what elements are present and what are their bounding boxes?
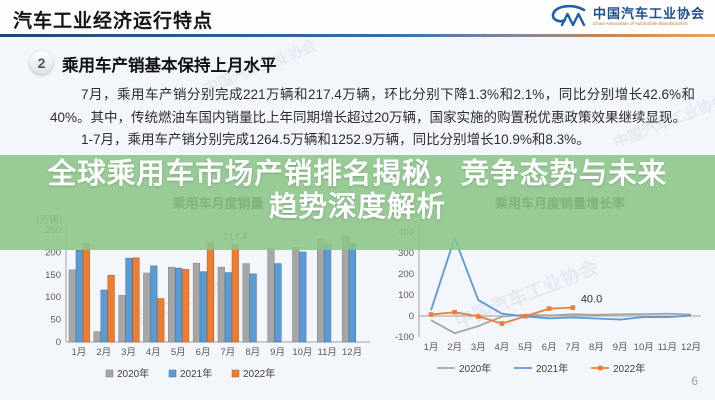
- header-bar: 汽车工业经济运行特点 中国汽车工业协会 China Association of…: [0, 0, 715, 34]
- bar-series-2021年: [75, 243, 357, 343]
- svg-text:-100: -100: [395, 332, 414, 343]
- svg-text:2020年: 2020年: [117, 367, 149, 380]
- svg-text:8月: 8月: [589, 342, 604, 353]
- svg-text:7月: 7月: [221, 347, 236, 358]
- svg-text:3月: 3月: [121, 347, 136, 358]
- overlay-title-line1: 全球乘用车市场产销排名揭秘，竞争态势与未来: [47, 158, 668, 190]
- line-series-2020年: [430, 312, 692, 335]
- header-divider: [0, 34, 715, 37]
- svg-text:2022年: 2022年: [613, 362, 645, 375]
- x-axis-labels: 1月 2月 3月 4月 5月 6月 7月 8月 9月 10月 11月 12月: [72, 347, 363, 358]
- svg-text:8月: 8月: [245, 347, 260, 358]
- x-axis-labels: 1月 2月 3月 4月 5月 6月 7月 8月 9月 10月 11月 12月: [424, 342, 701, 353]
- svg-text:9月: 9月: [613, 342, 628, 353]
- page-title: 汽车工业经济运行特点: [13, 11, 214, 32]
- svg-text:6月: 6月: [542, 342, 557, 353]
- svg-text:5月: 5月: [171, 347, 186, 358]
- overlay-title: 全球乘用车市场产销排名揭秘，竞争态势与未来 趋势深度解析: [0, 158, 715, 224]
- section-heading: 乘用车产销基本保持上月水平: [62, 57, 277, 75]
- paragraph-1: 7月，乘用车产销分别完成221万辆和217.4万辆，环比分别下降1.3%和2.1…: [50, 87, 695, 125]
- paragraph-2: 1-7月，乘用车产销分别完成1264.5万辆和1252.9万辆，同比分别增长10…: [81, 132, 590, 147]
- svg-text:6月: 6月: [196, 347, 211, 358]
- svg-text:2020年: 2020年: [459, 362, 491, 375]
- svg-text:10月: 10月: [634, 342, 654, 353]
- caam-logo-mark: [551, 4, 586, 27]
- svg-text:12月: 12月: [342, 347, 362, 358]
- svg-text:2022年: 2022年: [243, 367, 275, 380]
- svg-text:200: 200: [398, 269, 414, 280]
- logo-english-name: China Association of Automobile Manufact…: [592, 20, 688, 26]
- caam-logo-text: 中国汽车工业协会 China Association of Automobile…: [593, 7, 705, 27]
- svg-text:4月: 4月: [146, 347, 161, 358]
- svg-text:2月: 2月: [96, 347, 111, 358]
- svg-text:300: 300: [398, 248, 414, 259]
- svg-text:5月: 5月: [518, 342, 533, 353]
- page-number: 6: [691, 374, 698, 388]
- svg-text:3月: 3月: [471, 342, 486, 353]
- svg-text:100: 100: [45, 292, 61, 303]
- svg-text:0: 0: [56, 337, 61, 348]
- svg-text:4月: 4月: [495, 342, 510, 353]
- bar-series-2022年: [82, 242, 239, 343]
- section-number-badge: 2: [30, 51, 53, 74]
- svg-text:10月: 10月: [292, 347, 312, 358]
- overlay-title-line2: 趋势深度解析: [268, 191, 446, 223]
- title-overlay-band: [0, 155, 715, 250]
- svg-text:2月: 2月: [447, 342, 462, 353]
- svg-text:0: 0: [409, 311, 414, 322]
- legend: 2020年 2021年 2022年: [437, 362, 645, 375]
- svg-text:150: 150: [45, 270, 61, 281]
- line-data-label: 40.0: [581, 294, 602, 306]
- svg-text:12月: 12月: [681, 342, 701, 353]
- legend: 2020年 2021年 2022年: [105, 367, 275, 380]
- svg-text:9月: 9月: [270, 347, 285, 358]
- logo-chinese-name: 中国汽车工业协会: [592, 5, 705, 21]
- svg-text:200: 200: [45, 247, 61, 258]
- svg-text:2021年: 2021年: [180, 367, 212, 380]
- svg-text:50: 50: [50, 315, 61, 326]
- line-series-2022年: [428, 305, 576, 326]
- svg-text:7月: 7月: [565, 342, 580, 353]
- caam-logo: 中国汽车工业协会 China Association of Automobile…: [548, 4, 705, 29]
- svg-text:100: 100: [398, 290, 414, 301]
- line-series-2021年: [430, 237, 692, 321]
- svg-text:11月: 11月: [318, 347, 337, 358]
- svg-text:11月: 11月: [658, 342, 677, 353]
- svg-text:1月: 1月: [424, 342, 439, 353]
- bar-series-2020年: [68, 235, 350, 343]
- svg-text:1月: 1月: [72, 347, 87, 358]
- body-text: 7月，乘用车产销分别完成221万辆和217.4万辆，环比分别下降1.3%和2.1…: [50, 84, 695, 152]
- svg-text:2021年: 2021年: [536, 362, 568, 375]
